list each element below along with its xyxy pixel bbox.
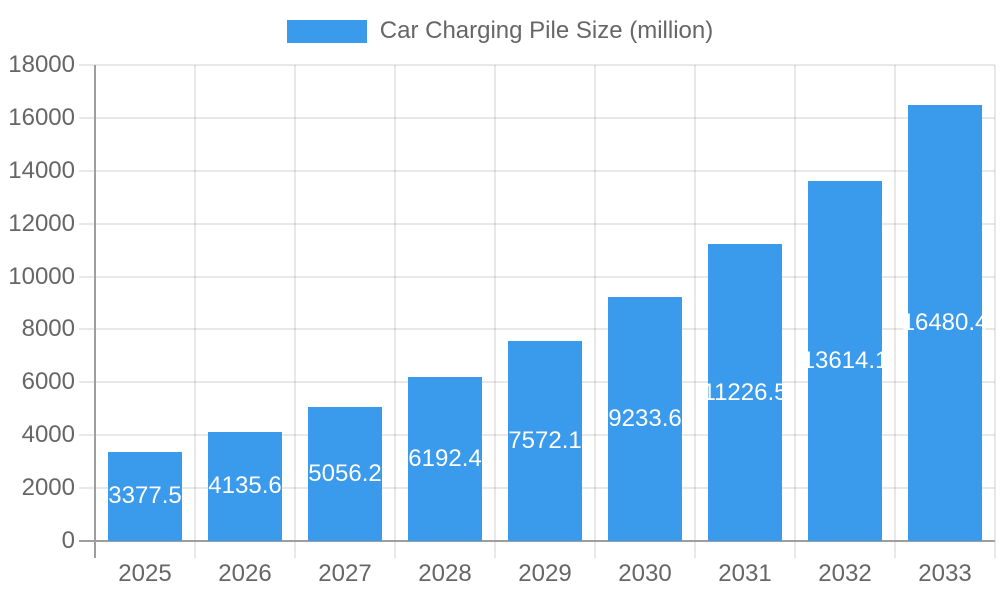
legend-swatch — [286, 19, 367, 43]
gridline-vertical — [494, 65, 496, 558]
x-axis-tick-label: 2030 — [618, 560, 672, 587]
x-axis-tick-label: 2029 — [518, 560, 572, 587]
y-axis-tick-label: 6000 — [21, 368, 75, 396]
bar[interactable] — [408, 377, 482, 541]
gridline-horizontal — [79, 116, 995, 119]
x-axis-tick-label: 2026 — [218, 560, 272, 587]
y-axis-tick-label: 10000 — [8, 262, 75, 290]
legend-label: Car Charging Pile Size (million) — [379, 17, 714, 44]
x-axis-tick-label: 2031 — [718, 560, 772, 587]
gridline-vertical — [294, 65, 296, 558]
y-axis-tick-label: 14000 — [8, 156, 75, 184]
y-axis-tick-label: 18000 — [8, 51, 75, 78]
bar[interactable] — [108, 451, 182, 541]
y-axis-tick-label: 0 — [61, 527, 75, 554]
gridline-vertical — [594, 65, 596, 558]
gridline-vertical — [194, 65, 196, 558]
gridline-horizontal — [79, 64, 995, 66]
x-axis-tick-label: 2025 — [118, 560, 172, 587]
gridline-vertical — [694, 65, 696, 558]
y-axis-tick-label: 12000 — [8, 209, 75, 237]
gridline-horizontal — [79, 275, 995, 278]
y-axis-tick-label: 16000 — [8, 103, 75, 131]
y-axis-tick-label: 8000 — [21, 315, 75, 343]
gridline-horizontal — [79, 222, 995, 225]
bar[interactable] — [708, 244, 782, 541]
x-axis-tick-label: 2028 — [418, 560, 472, 587]
bar[interactable] — [308, 407, 382, 541]
bar[interactable] — [908, 105, 982, 541]
x-axis-tick-label: 2027 — [318, 560, 372, 587]
gridline-vertical — [994, 65, 996, 558]
bar[interactable] — [508, 340, 582, 541]
gridline-horizontal — [79, 328, 995, 331]
x-axis-tick-label: 2032 — [818, 560, 872, 587]
x-axis-line — [79, 540, 995, 542]
chart-legend[interactable]: Car Charging Pile Size (million) — [0, 17, 1000, 44]
y-axis-line — [94, 65, 96, 558]
gridline-vertical — [794, 65, 796, 558]
bar[interactable] — [608, 296, 682, 541]
gridline-horizontal — [79, 169, 995, 172]
gridline-vertical — [894, 65, 896, 558]
bar[interactable] — [208, 431, 282, 541]
y-axis-tick-label: 2000 — [21, 474, 75, 502]
gridline-vertical — [394, 65, 396, 558]
bar[interactable] — [808, 180, 882, 541]
y-axis-tick-label: 4000 — [21, 421, 75, 449]
x-axis-tick-label: 2033 — [918, 560, 972, 587]
